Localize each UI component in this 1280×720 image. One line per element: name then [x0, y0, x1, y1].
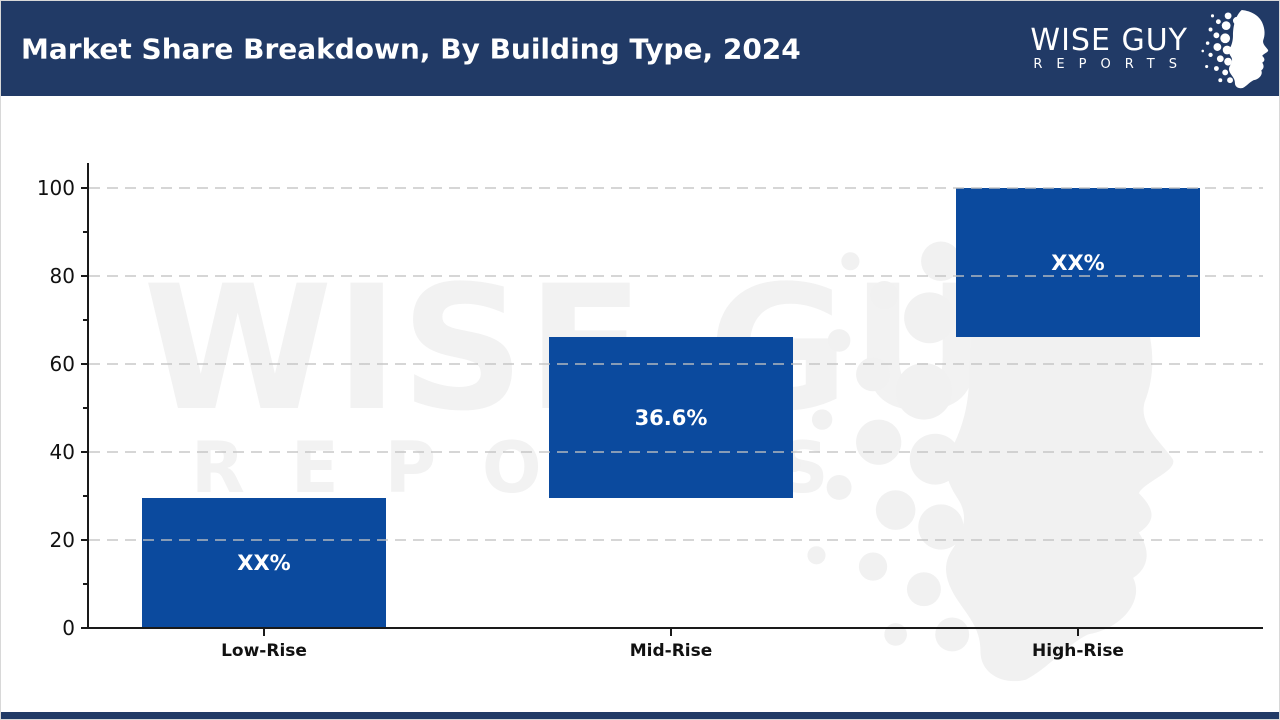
y-tick-label: 80 — [49, 264, 75, 288]
bar-mid-rise: 36.6% — [549, 337, 793, 499]
wiseguy-logo: WISE GUY REPORTS — [1027, 1, 1271, 96]
gridline-100 — [89, 187, 1263, 189]
logo-subtitle: REPORTS — [1033, 57, 1191, 73]
bar-high-rise: XX% — [956, 188, 1200, 338]
x-tick-low-rise — [263, 629, 265, 636]
bar-low-rise: XX% — [142, 498, 386, 628]
gridline-60 — [89, 363, 1263, 365]
gridline-20 — [89, 539, 1263, 541]
y-tick-label: 100 — [36, 176, 75, 200]
bar-value-label: 36.6% — [634, 405, 708, 430]
y-tick-20 — [81, 539, 87, 541]
y-tick-label: 20 — [49, 528, 75, 552]
x-axis-line — [87, 627, 1263, 629]
gridline-80 — [89, 275, 1263, 277]
y-minor-tick-90 — [83, 231, 87, 233]
x-tick-high-rise — [1077, 629, 1079, 636]
bar-value-label: XX% — [237, 551, 291, 576]
y-tick-label: 40 — [49, 440, 75, 464]
y-tick-100 — [81, 187, 87, 189]
y-tick-80 — [81, 275, 87, 277]
x-category-label: High-Rise — [1032, 641, 1124, 661]
x-category-label: Low-Rise — [221, 641, 307, 661]
y-tick-label: 0 — [62, 616, 75, 640]
y-tick-0 — [81, 627, 87, 629]
y-tick-40 — [81, 451, 87, 453]
header-bar: Market Share Breakdown, By Building Type… — [1, 1, 1279, 96]
bar-value-label: XX% — [1051, 250, 1105, 275]
footer-bar — [1, 712, 1279, 719]
y-minor-tick-10 — [83, 583, 87, 585]
y-tick-label: 60 — [49, 352, 75, 376]
y-axis-line — [87, 163, 89, 629]
y-minor-tick-70 — [83, 319, 87, 321]
y-minor-tick-30 — [83, 495, 87, 497]
y-tick-60 — [81, 363, 87, 365]
logo-wordmark: WISE GUY — [1030, 22, 1188, 58]
x-tick-mid-rise — [670, 629, 672, 636]
logo-head-icon — [1193, 8, 1271, 90]
page-title: Market Share Breakdown, By Building Type… — [21, 32, 801, 65]
x-category-label: Mid-Rise — [629, 641, 713, 661]
gridline-40 — [89, 451, 1263, 453]
y-minor-tick-50 — [83, 407, 87, 409]
